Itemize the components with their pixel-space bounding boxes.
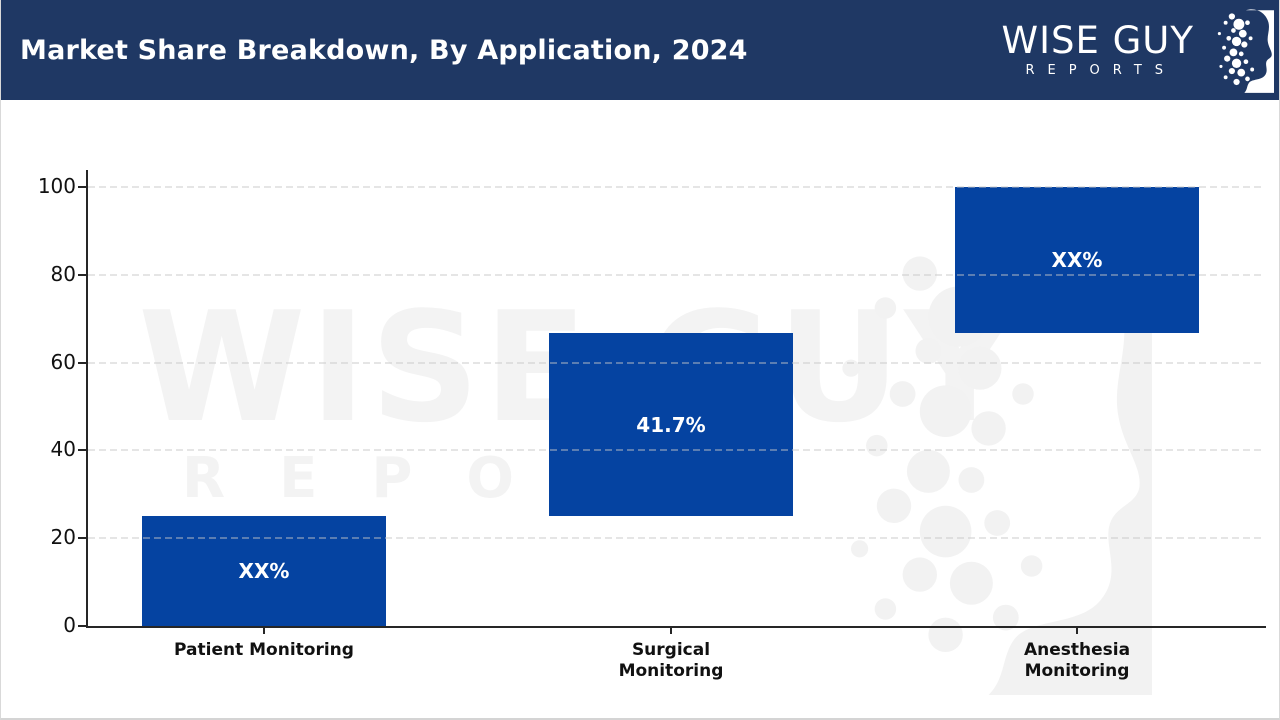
gridline [88, 273, 1264, 276]
wiseguy-face-icon [1217, 9, 1274, 93]
gridline [88, 186, 1264, 188]
y-axis-tick-mark [78, 537, 86, 540]
x-axis [86, 626, 1266, 628]
y-axis-tick-mark [78, 361, 86, 364]
y-axis-tick-label: 20 [50, 525, 76, 550]
waterfall-bar: 41.7% [549, 333, 793, 517]
gridline [88, 361, 1264, 364]
gridline [88, 449, 1264, 452]
y-axis-tick-label: 60 [50, 349, 76, 374]
y-axis-tick-mark [78, 273, 86, 276]
y-axis-tick-mark [78, 186, 86, 188]
x-axis-category-label: Surgical Monitoring [618, 640, 724, 682]
header-banner: Market Share Breakdown, By Application, … [0, 0, 1280, 100]
bar-value-label: XX% [238, 559, 290, 584]
x-axis-category-label: Patient Monitoring [174, 640, 354, 660]
x-axis-tick-mark [263, 628, 265, 634]
logo-wordmark: WISE GUY [1001, 19, 1194, 63]
logo-subtitle: REPORTS [1025, 62, 1177, 78]
y-axis-tick-mark [78, 449, 86, 452]
waterfall-bar: XX% [142, 516, 386, 626]
y-axis-tick-label: 0 [63, 613, 76, 637]
x-axis-tick-mark [670, 628, 672, 634]
wiseguy-logo-text: WISE GUY REPORTS [1001, 19, 1194, 78]
y-axis-tick-mark [78, 625, 86, 627]
y-axis [86, 170, 88, 628]
bar-value-label: XX% [1051, 248, 1103, 273]
y-axis-tick-label: 40 [50, 437, 76, 462]
waterfall-bar: XX% [955, 187, 1199, 334]
bar-value-label: 41.7% [636, 412, 706, 437]
y-axis-tick-label: 100 [37, 174, 76, 198]
page-title: Market Share Breakdown, By Application, … [20, 34, 748, 66]
gridline [88, 537, 1264, 540]
x-axis-category-label: Anesthesia Monitoring [1023, 640, 1131, 682]
wiseguy-logo: WISE GUY REPORTS [1002, 7, 1274, 93]
x-axis-tick-mark [1076, 628, 1078, 634]
y-axis-tick-label: 80 [50, 261, 76, 286]
chart-plot-area: 0 20 40 60 80 100 XX% Patient Monitoring 41.7% Su… [0, 100, 1280, 720]
